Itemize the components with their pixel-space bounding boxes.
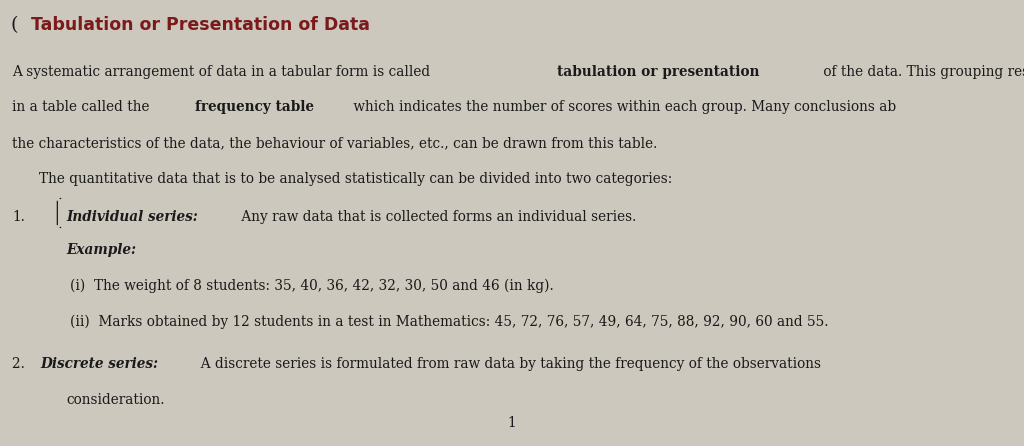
Text: consideration.: consideration. [67,393,165,407]
Text: A systematic arrangement of data in a tabular form is called: A systematic arrangement of data in a ta… [12,65,435,78]
Text: (ii)  Marks obtained by 12 students in a test in Mathematics: 45, 72, 76, 57, 49: (ii) Marks obtained by 12 students in a … [70,314,828,329]
Text: Tabulation or Presentation of Data: Tabulation or Presentation of Data [31,16,370,33]
Text: frequency table: frequency table [196,100,314,114]
Text: (i)  The weight of 8 students: 35, 40, 36, 42, 32, 30, 50 and 46 (in kg).: (i) The weight of 8 students: 35, 40, 36… [70,279,553,293]
Text: A discrete series is formulated from raw data by taking the frequency of the obs: A discrete series is formulated from raw… [193,357,821,371]
Text: 1.: 1. [12,210,26,223]
Text: the characteristics of the data, the behaviour of variables, etc., can be drawn : the characteristics of the data, the beh… [12,136,657,150]
Text: which indicates the number of scores within each group. Many conclusions ab: which indicates the number of scores wit… [349,100,896,114]
Text: Any raw data that is collected forms an individual series.: Any raw data that is collected forms an … [237,210,636,223]
Text: The quantitative data that is to be analysed statistically can be divided into t: The quantitative data that is to be anal… [39,172,672,186]
Text: tabulation or presentation: tabulation or presentation [557,65,760,78]
Text: Discrete series:: Discrete series: [40,357,158,371]
Text: 1: 1 [508,417,516,430]
Text: Example:: Example: [67,243,136,257]
Text: of the data. This grouping resu: of the data. This grouping resu [819,65,1024,78]
Text: Individual series:: Individual series: [67,210,199,223]
Text: in a table called the: in a table called the [12,100,155,114]
Text: (: ( [10,16,17,33]
Text: 2.: 2. [12,357,34,371]
